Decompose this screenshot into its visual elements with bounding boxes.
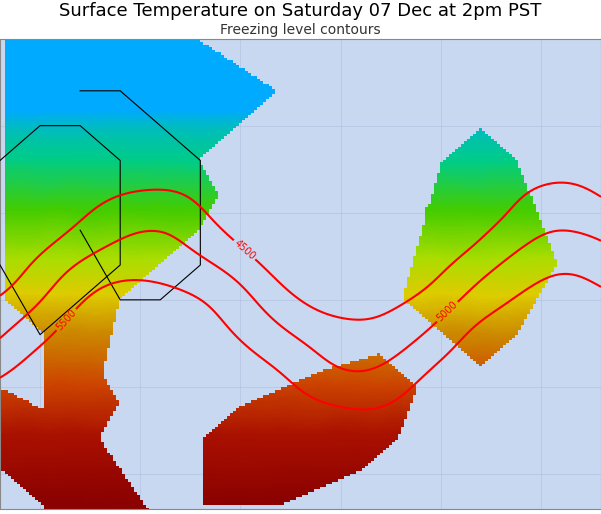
Text: 5000: 5000 bbox=[435, 300, 460, 324]
Text: Freezing level contours: Freezing level contours bbox=[220, 23, 381, 37]
Text: 5500: 5500 bbox=[54, 307, 78, 332]
Text: Surface Temperature on Saturday 07 Dec at 2pm PST: Surface Temperature on Saturday 07 Dec a… bbox=[59, 2, 542, 20]
Text: 4500: 4500 bbox=[232, 238, 257, 262]
